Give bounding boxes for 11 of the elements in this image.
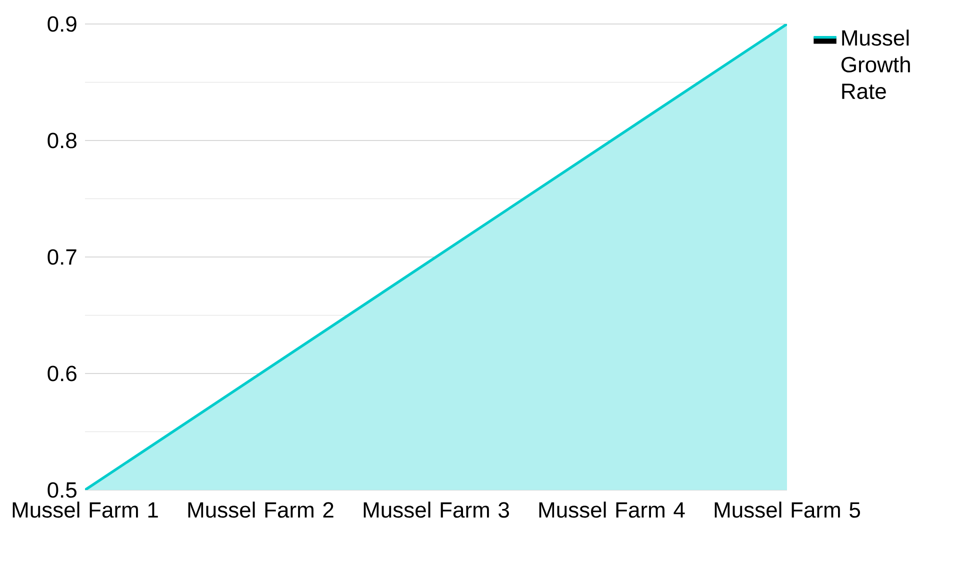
y-tick-label: 0.8 [48,132,76,148]
x-tick-label: Mussel Farm 5 [714,502,860,518]
y-tick-label: 0.5 [48,482,76,498]
y-tick-label: 0.7 [48,249,76,265]
y-tick-label: 0.6 [48,366,76,382]
x-tick-label: Mussel Farm 1 [12,502,158,518]
x-tick-label: Mussel Farm 3 [364,502,509,518]
x-tick-label: Mussel Farm 4 [539,502,685,518]
x-tick-label: Mussel Farm 2 [188,502,334,518]
legend-label: Mussel Growth Rate [842,30,910,100]
y-tick-label: 0.9 [48,16,76,32]
